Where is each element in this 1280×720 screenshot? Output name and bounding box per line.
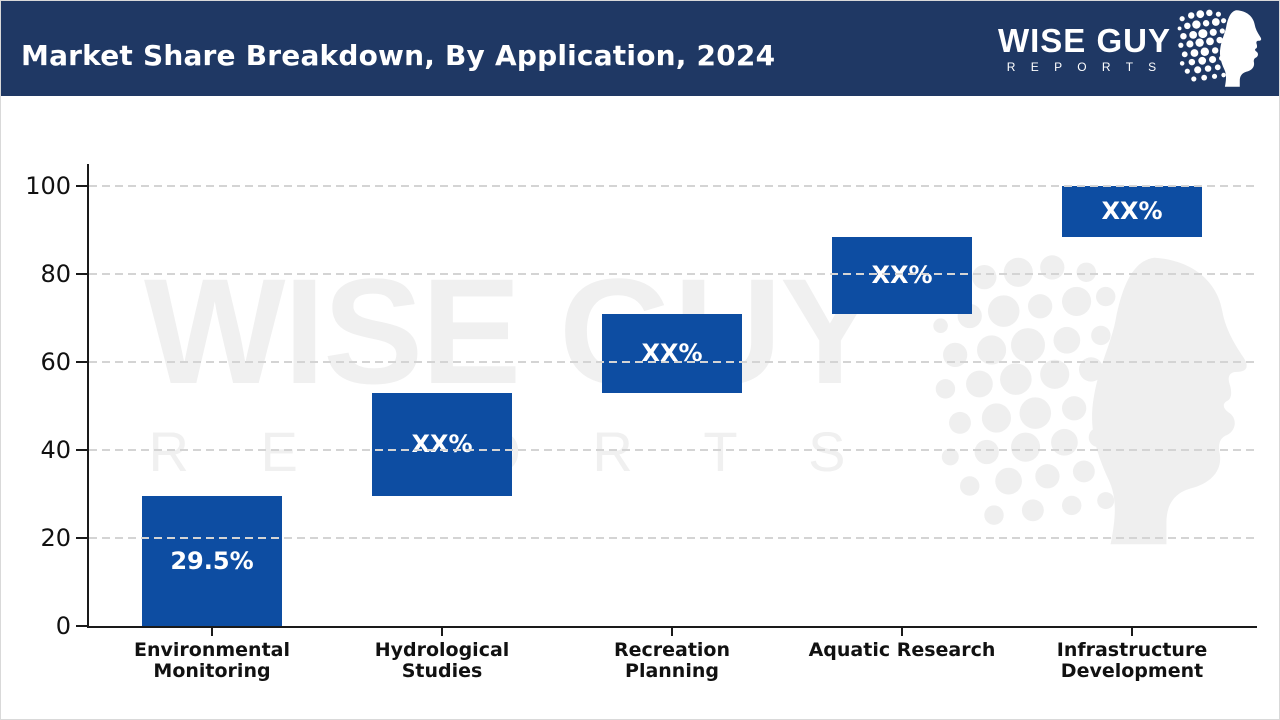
y-tick-0 — [76, 625, 88, 627]
bar-4: XX% — [832, 236, 972, 314]
y-tick-label-80: 80 — [40, 260, 71, 288]
header-bar: Market Share Breakdown, By Application, … — [1, 1, 1279, 96]
y-tick-40 — [76, 449, 88, 451]
logo-brand-line: WISE GUY — [997, 22, 1171, 59]
gridline-60 — [89, 361, 1257, 363]
bar-value-label-4: XX% — [871, 261, 933, 290]
wise-guy-logo: WISE GUY R E P O R T S — [998, 9, 1279, 88]
y-tick-label-60: 60 — [40, 348, 71, 376]
y-tick-100 — [76, 185, 88, 187]
x-tick-2 — [441, 627, 443, 636]
gridline-80 — [89, 273, 1257, 275]
x-axis-label-2: Hydrological Studies — [374, 639, 510, 682]
gridline-100 — [89, 185, 1257, 187]
x-axis-label-4: Aquatic Research — [808, 639, 996, 661]
x-tick-5 — [1131, 627, 1133, 636]
x-axis-label-3: Recreation Planning — [613, 639, 731, 682]
x-axis-label-5: Infrastructure Development — [1056, 639, 1208, 682]
watermark-brand-line: WISE GUY — [143, 247, 880, 415]
y-axis-line — [87, 164, 89, 628]
bar-value-label-5: XX% — [1101, 197, 1163, 226]
logo-text: WISE GUY R E P O R T S — [998, 24, 1171, 73]
y-tick-60 — [76, 361, 88, 363]
y-tick-label-0: 0 — [55, 612, 71, 640]
y-tick-label-100: 100 — [25, 172, 71, 200]
bar-1: 29.5% — [142, 496, 282, 626]
x-tick-3 — [671, 627, 673, 636]
bar-value-label-2: XX% — [411, 430, 473, 459]
gridline-20 — [89, 537, 1257, 539]
bar-5: XX% — [1062, 186, 1202, 237]
bar-3: XX% — [602, 313, 742, 393]
bar-value-label-1: 29.5% — [170, 547, 254, 576]
y-tick-label-40: 40 — [40, 436, 71, 464]
bar-2: XX% — [372, 392, 512, 497]
x-tick-1 — [211, 627, 213, 636]
x-axis-label-1: Environmental Monitoring — [134, 639, 290, 682]
y-tick-80 — [76, 273, 88, 275]
logo-reports-line: R E P O R T S — [1006, 60, 1163, 74]
wise-guy-face-icon — [1177, 9, 1262, 87]
x-tick-4 — [901, 627, 903, 636]
gridline-40 — [89, 449, 1257, 451]
y-tick-label-20: 20 — [40, 524, 71, 552]
page-title: Market Share Breakdown, By Application, … — [21, 39, 776, 72]
y-tick-20 — [76, 537, 88, 539]
